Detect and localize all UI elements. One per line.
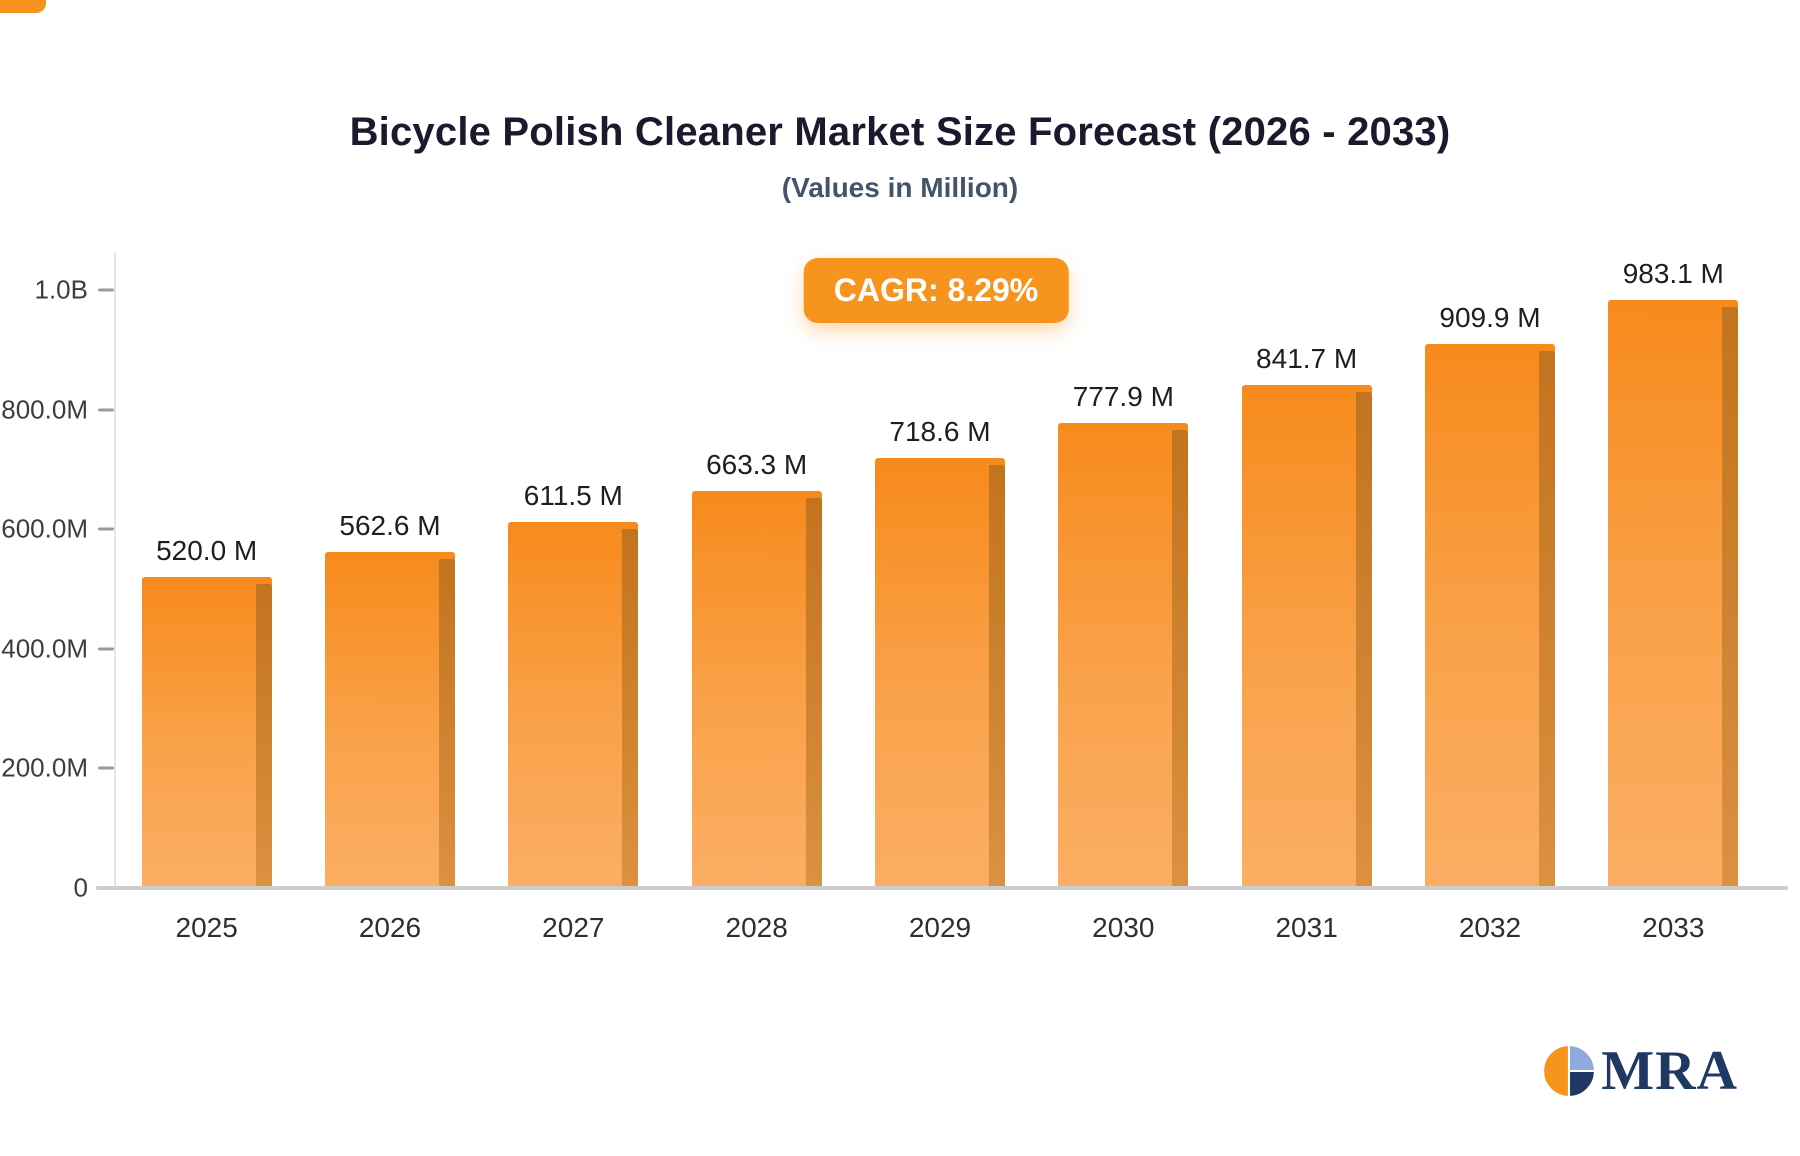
x-axis-label-2027: 2027: [542, 912, 605, 943]
bar-series: 520.0 M 2025 562.6 M 2026 611.5 M 2027 663.3 M…: [115, 258, 1765, 943]
bar-value-label-2031: 841.7 M: [1256, 343, 1358, 374]
bar-value-label-2027: 611.5 M: [523, 480, 623, 511]
x-axis-label-2031: 2031: [1275, 912, 1338, 943]
bar-2025: [141, 577, 272, 888]
chart-subtitle: (Values in Million): [781, 172, 1019, 203]
y-tick-label: 400.0M: [1, 633, 88, 664]
bar-group-2025: 520.0 M 2025: [115, 290, 298, 943]
y-tick-mark: [98, 647, 114, 651]
mra-logo: MRA: [1540, 1042, 1738, 1100]
bar-2026: [324, 552, 455, 888]
bar-group-2029: 718.6 M 2029: [848, 290, 1031, 943]
bar-2029: [874, 458, 1005, 888]
bar-group-2031: 841.7 M 2031: [1215, 290, 1398, 943]
x-axis-baseline: [96, 886, 1788, 890]
x-axis-label-2025: 2025: [175, 912, 238, 943]
bar-value-label-2026: 562.6 M: [339, 510, 441, 541]
y-tick-mark: [98, 408, 114, 412]
y-tick-1.0B: 1.0B: [0, 275, 114, 306]
y-tick-label: 600.0M: [1, 513, 88, 544]
y-tick-label: 800.0M: [1, 394, 88, 425]
y-tick-mark: [98, 766, 114, 770]
bar-group-2032: 909.9 M 2032: [1398, 290, 1581, 943]
x-axis-label-2032: 2032: [1458, 912, 1522, 943]
y-tick-label: 200.0M: [1, 752, 88, 783]
y-tick-mark: [98, 527, 114, 531]
bar-group-2028: 663.3 M 2028: [665, 290, 848, 943]
bar-value-label-2029: 718.6 M: [889, 416, 991, 447]
y-axis: 0 200.0M 400.0M 600.0M 800.0M 1.0B: [0, 0, 130, 1156]
bar-2030: [1058, 423, 1189, 888]
bar-2031: [1241, 385, 1372, 888]
y-tick-600.0M: 600.0M: [0, 514, 114, 545]
bar-value-label-2028: 663.3 M: [706, 449, 808, 480]
mra-logo-icon: [1542, 1044, 1597, 1098]
bar-2028: [691, 491, 822, 888]
y-tick-label: 0: [73, 872, 88, 903]
bar-group-2030: 777.9 M 2030: [1032, 290, 1215, 943]
bar-group-2033: 983.1 M 2033: [1582, 258, 1765, 943]
y-tick-label: 1.0B: [34, 274, 89, 305]
y-tick-mark: [98, 288, 114, 292]
bar-group-2026: 562.6 M 2026: [298, 290, 481, 943]
mra-logo-text: MRA: [1601, 1040, 1738, 1102]
bar-value-label-2032: 909.9 M: [1439, 302, 1541, 333]
x-axis-label-2030: 2030: [1092, 912, 1155, 943]
corner-accent: [0, 0, 46, 13]
y-tick-400.0M: 400.0M: [0, 633, 114, 664]
bar-2033: [1608, 300, 1739, 888]
x-axis-label-2028: 2028: [725, 912, 788, 943]
bar-2032: [1424, 344, 1555, 888]
x-axis-label-2033: 2033: [1642, 912, 1705, 943]
bar-value-label-2033: 983.1 M: [1622, 258, 1724, 289]
x-axis-label-2026: 2026: [358, 912, 422, 943]
chart-title: Bicycle Polish Cleaner Market Size Forec…: [349, 110, 1451, 154]
bar-value-label-2025: 520.0 M: [156, 535, 258, 566]
bar-value-label-2030: 777.9 M: [1072, 381, 1174, 412]
y-tick-200.0M: 200.0M: [0, 753, 114, 784]
bar-2027: [508, 522, 639, 888]
bar-group-2027: 611.5 M 2027: [482, 290, 665, 943]
x-axis-label-2029: 2029: [908, 912, 972, 943]
y-axis-line: [114, 252, 116, 888]
y-tick-800.0M: 800.0M: [0, 394, 114, 425]
cagr-badge: CAGR: 8.29%: [803, 258, 1069, 323]
